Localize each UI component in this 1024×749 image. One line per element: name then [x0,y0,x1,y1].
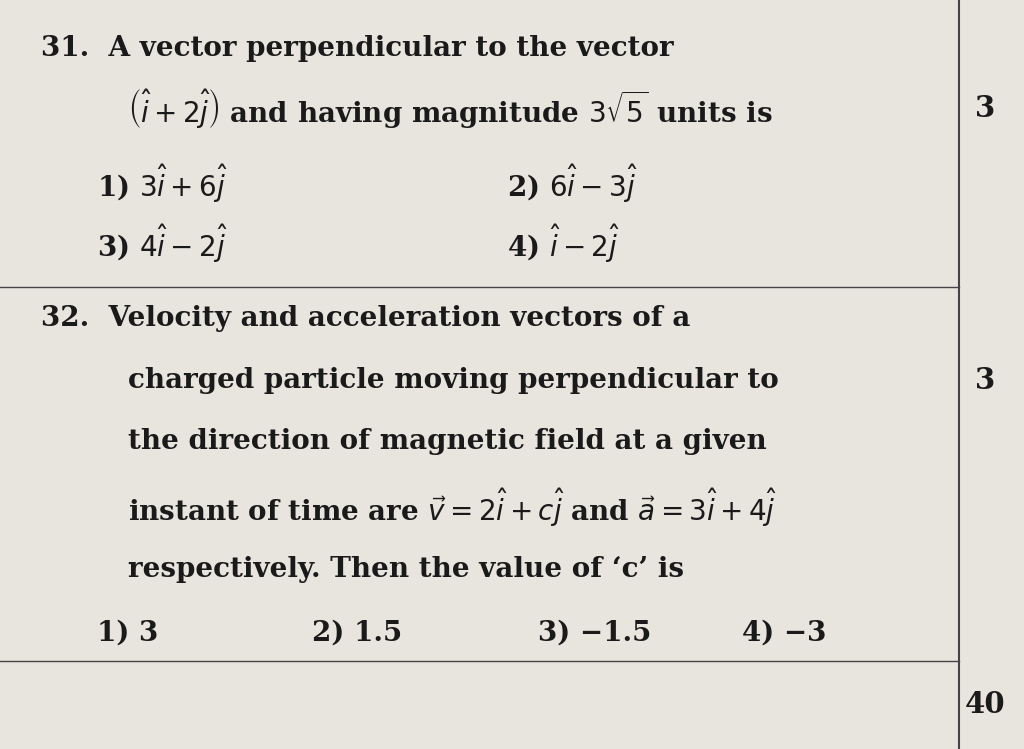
Text: 32.  Velocity and acceleration vectors of a: 32. Velocity and acceleration vectors of… [41,305,690,332]
Text: 4) −3: 4) −3 [742,619,826,646]
Text: 3) −1.5: 3) −1.5 [538,619,651,646]
Text: 3: 3 [975,366,995,395]
Text: instant of time are $\vec{v}=2\hat{i}+c\hat{j}$ and $\vec{a}=3\hat{i}+4\hat{j}$: instant of time are $\vec{v}=2\hat{i}+c\… [128,486,777,530]
Text: the direction of magnetic field at a given: the direction of magnetic field at a giv… [128,428,767,455]
Text: 3) $4\hat{i}-2\hat{j}$: 3) $4\hat{i}-2\hat{j}$ [97,222,228,265]
Text: 2) 1.5: 2) 1.5 [312,619,402,646]
Text: 31.  A vector perpendicular to the vector: 31. A vector perpendicular to the vector [41,35,674,62]
Text: 3: 3 [975,94,995,123]
Text: respectively. Then the value of ‘c’ is: respectively. Then the value of ‘c’ is [128,556,684,583]
Text: 2) $6\hat{i}-3\hat{j}$: 2) $6\hat{i}-3\hat{j}$ [507,162,638,205]
Text: charged particle moving perpendicular to: charged particle moving perpendicular to [128,367,778,394]
Text: 4) $\hat{i}-2\hat{j}$: 4) $\hat{i}-2\hat{j}$ [507,222,620,265]
Text: $\left(\hat{i}+2\hat{j}\right)$ and having magnitude $3\sqrt{5}$ units is: $\left(\hat{i}+2\hat{j}\right)$ and havi… [128,87,772,130]
Text: 40: 40 [965,690,1006,718]
Text: 1) $3\hat{i}+6\hat{j}$: 1) $3\hat{i}+6\hat{j}$ [97,162,228,205]
Text: 1) 3: 1) 3 [97,619,159,646]
